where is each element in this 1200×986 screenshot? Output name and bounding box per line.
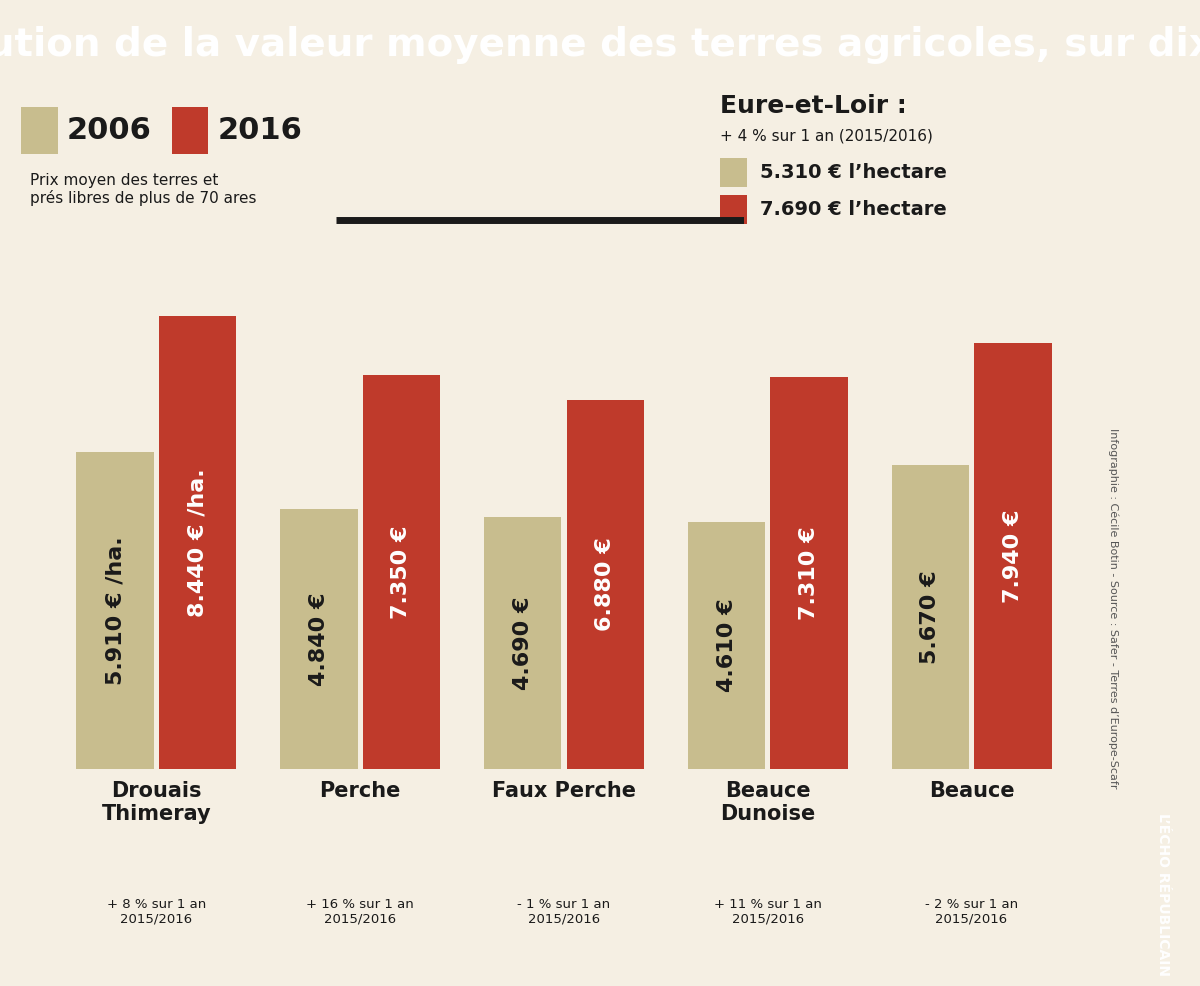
Text: Beauce
Dunoise: Beauce Dunoise — [720, 781, 815, 824]
Bar — [158, 317, 236, 769]
Text: L’ÉCHO RÉPUBLICAIN: L’ÉCHO RÉPUBLICAIN — [1156, 813, 1170, 976]
Text: 6.880 €: 6.880 € — [595, 537, 616, 631]
Text: Drouais
Thimeray: Drouais Thimeray — [102, 781, 211, 824]
Bar — [484, 518, 562, 769]
Bar — [172, 107, 208, 154]
Text: 5.670 €: 5.670 € — [920, 570, 941, 664]
Text: - 2 % sur 1 an
2015/2016: - 2 % sur 1 an 2015/2016 — [925, 898, 1018, 926]
Bar — [974, 343, 1051, 769]
Text: 4.840 €: 4.840 € — [308, 593, 329, 686]
Text: Perche: Perche — [319, 781, 401, 801]
Bar — [566, 400, 644, 769]
Text: + 16 % sur 1 an
2015/2016: + 16 % sur 1 an 2015/2016 — [306, 898, 414, 926]
Text: + 8 % sur 1 an
2015/2016: + 8 % sur 1 an 2015/2016 — [107, 898, 206, 926]
Text: + 4 % sur 1 an (2015/2016): + 4 % sur 1 an (2015/2016) — [720, 128, 932, 143]
Bar — [688, 522, 766, 769]
Text: Prix moyen des terres et
prés libres de plus de 70 ares: Prix moyen des terres et prés libres de … — [30, 173, 257, 206]
Text: 7.690 € l’hectare: 7.690 € l’hectare — [760, 200, 947, 219]
Text: 4.690 €: 4.690 € — [512, 597, 533, 690]
Text: 7.940 €: 7.940 € — [1003, 510, 1022, 602]
Text: 4.610 €: 4.610 € — [716, 599, 737, 692]
Text: Faux Perche: Faux Perche — [492, 781, 636, 801]
Text: - 1 % sur 1 an
2015/2016: - 1 % sur 1 an 2015/2016 — [517, 898, 611, 926]
Text: 7.350 €: 7.350 € — [391, 526, 412, 618]
Bar — [892, 464, 970, 769]
Text: 5.910 € /ha.: 5.910 € /ha. — [106, 536, 125, 685]
Bar — [770, 377, 847, 769]
Text: 2006: 2006 — [67, 116, 151, 146]
Text: 2016: 2016 — [217, 116, 302, 146]
Bar — [281, 510, 358, 769]
Bar — [22, 107, 58, 154]
Text: 8.440 € /ha.: 8.440 € /ha. — [187, 468, 208, 617]
Text: Infographie : Cécile Botin - Source : Safer - Terres d’Europe-Scafr: Infographie : Cécile Botin - Source : Sa… — [1109, 428, 1118, 789]
Text: Évolution de la valeur moyenne des terres agricoles, sur dix ans: Évolution de la valeur moyenne des terre… — [0, 19, 1200, 64]
Text: Beauce: Beauce — [929, 781, 1014, 801]
Bar — [77, 452, 154, 769]
Text: Eure-et-Loir :: Eure-et-Loir : — [720, 94, 907, 117]
Bar — [720, 195, 746, 224]
Text: 5.310 € l’hectare: 5.310 € l’hectare — [760, 163, 947, 181]
Text: + 11 % sur 1 an
2015/2016: + 11 % sur 1 an 2015/2016 — [714, 898, 822, 926]
Text: 7.310 €: 7.310 € — [799, 527, 820, 620]
Bar — [720, 158, 746, 187]
Bar — [362, 375, 440, 769]
